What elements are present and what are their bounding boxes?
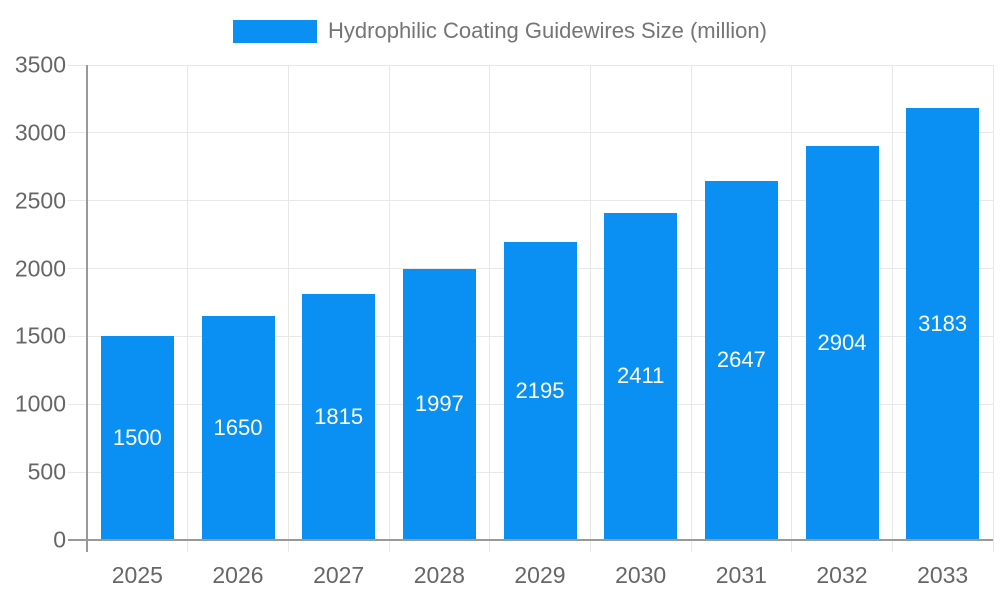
x-tick-label: 2028 [413,562,465,588]
x-tick-label: 2030 [615,562,667,588]
bar [302,293,376,540]
x-tick-label: 2033 [917,562,969,588]
legend: Hydrophilic Coating Guidewires Size (mil… [0,18,1000,44]
bar-value-label: 1997 [414,391,464,417]
v-gridline [992,65,994,552]
v-gridline [589,65,591,552]
bar [704,180,778,540]
bar-value-label: 2411 [617,363,665,389]
y-tick-label: 3000 [14,119,66,146]
y-tick-label: 2000 [14,255,66,282]
bar-value-label: 2904 [817,329,867,355]
v-gridline [489,65,491,552]
bar [604,212,678,540]
v-gridline [791,65,793,552]
h-gridline [68,64,993,66]
x-tick-label: 2032 [816,562,868,588]
y-tick-label: 500 [27,458,66,485]
h-gridline [68,132,993,134]
v-gridline [891,65,893,552]
x-tick-label: 2025 [111,562,163,588]
bar-value-label: 1500 [112,425,162,451]
h-gridline [68,200,993,202]
x-tick-label: 2029 [514,562,566,588]
y-tick-label: 2500 [14,187,66,214]
y-tick-label: 1500 [14,322,66,349]
bar-value-label: 1815 [314,403,364,429]
y-tick-label: 1000 [14,390,66,417]
v-gridline [388,65,390,552]
y-tick-label: 3500 [14,51,66,78]
x-tick-label: 2026 [212,562,264,588]
bar-value-label: 1650 [213,415,263,441]
bar [201,316,275,540]
bar [402,268,476,540]
x-tick-label: 2031 [715,562,767,588]
bar-value-label: 2647 [716,347,766,373]
legend-swatch[interactable] [233,19,318,43]
v-gridline [690,65,692,552]
v-gridline [187,65,189,552]
y-tick-label: 0 [53,526,66,553]
bar-value-label: 2195 [515,378,565,404]
bar [100,336,174,540]
y-axis-line [86,65,88,552]
x-axis-line [68,539,993,541]
bar [503,242,577,540]
bar [805,145,879,540]
legend-label[interactable]: Hydrophilic Coating Guidewires Size (mil… [328,18,767,43]
v-gridline [287,65,289,552]
bar-value-label: 3183 [918,311,968,336]
x-tick-label: 2027 [313,562,365,588]
bar [906,108,980,540]
